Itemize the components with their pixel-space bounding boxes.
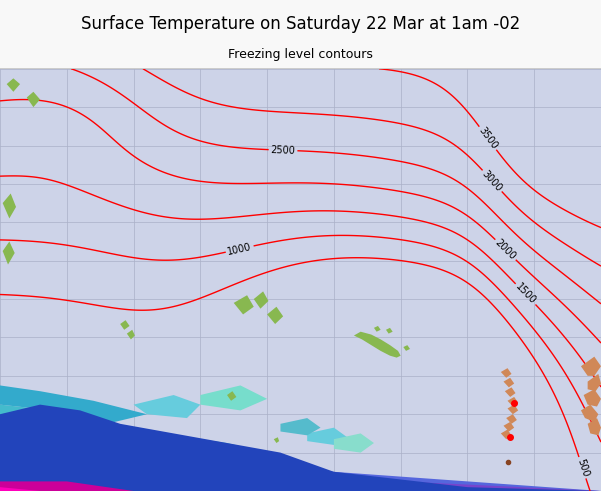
Text: Surface Temperature on Saturday 22 Mar at 1am -02: Surface Temperature on Saturday 22 Mar a…: [81, 15, 520, 33]
Polygon shape: [501, 430, 511, 439]
Text: 1500: 1500: [513, 282, 538, 306]
Text: 3500: 3500: [477, 125, 499, 151]
Text: 2000: 2000: [493, 238, 518, 262]
Polygon shape: [0, 405, 601, 491]
Polygon shape: [0, 487, 40, 491]
Polygon shape: [581, 356, 601, 376]
Text: Freezing level contours: Freezing level contours: [228, 49, 373, 61]
Polygon shape: [334, 434, 374, 453]
Polygon shape: [0, 453, 601, 491]
Polygon shape: [307, 428, 347, 445]
Polygon shape: [507, 405, 518, 414]
Polygon shape: [504, 422, 514, 432]
Polygon shape: [386, 328, 392, 333]
Polygon shape: [0, 487, 133, 491]
Polygon shape: [7, 79, 20, 92]
Polygon shape: [281, 418, 320, 436]
Text: 500: 500: [575, 458, 590, 478]
Polygon shape: [588, 418, 601, 436]
Polygon shape: [0, 410, 160, 443]
Polygon shape: [0, 481, 334, 491]
Polygon shape: [0, 434, 601, 491]
Polygon shape: [507, 397, 518, 407]
Polygon shape: [26, 92, 40, 107]
Polygon shape: [0, 385, 147, 424]
Polygon shape: [374, 326, 380, 332]
Polygon shape: [0, 405, 267, 453]
Polygon shape: [0, 481, 133, 491]
Polygon shape: [234, 295, 254, 314]
Polygon shape: [274, 437, 279, 443]
Polygon shape: [588, 374, 601, 391]
Polygon shape: [584, 389, 601, 407]
Polygon shape: [267, 307, 283, 324]
Polygon shape: [506, 414, 517, 424]
Polygon shape: [120, 320, 130, 330]
Polygon shape: [200, 385, 267, 410]
Polygon shape: [227, 391, 236, 401]
Polygon shape: [254, 291, 269, 309]
Polygon shape: [501, 368, 511, 378]
Text: 2500: 2500: [270, 145, 296, 156]
Polygon shape: [2, 193, 16, 218]
Polygon shape: [2, 242, 14, 265]
Polygon shape: [133, 395, 200, 418]
Polygon shape: [354, 332, 401, 357]
Polygon shape: [505, 387, 516, 397]
Text: 1000: 1000: [227, 242, 253, 257]
Polygon shape: [403, 345, 410, 351]
Polygon shape: [504, 378, 514, 387]
Polygon shape: [127, 330, 135, 339]
Polygon shape: [0, 468, 534, 491]
Polygon shape: [581, 405, 599, 422]
Text: 3000: 3000: [480, 168, 504, 193]
